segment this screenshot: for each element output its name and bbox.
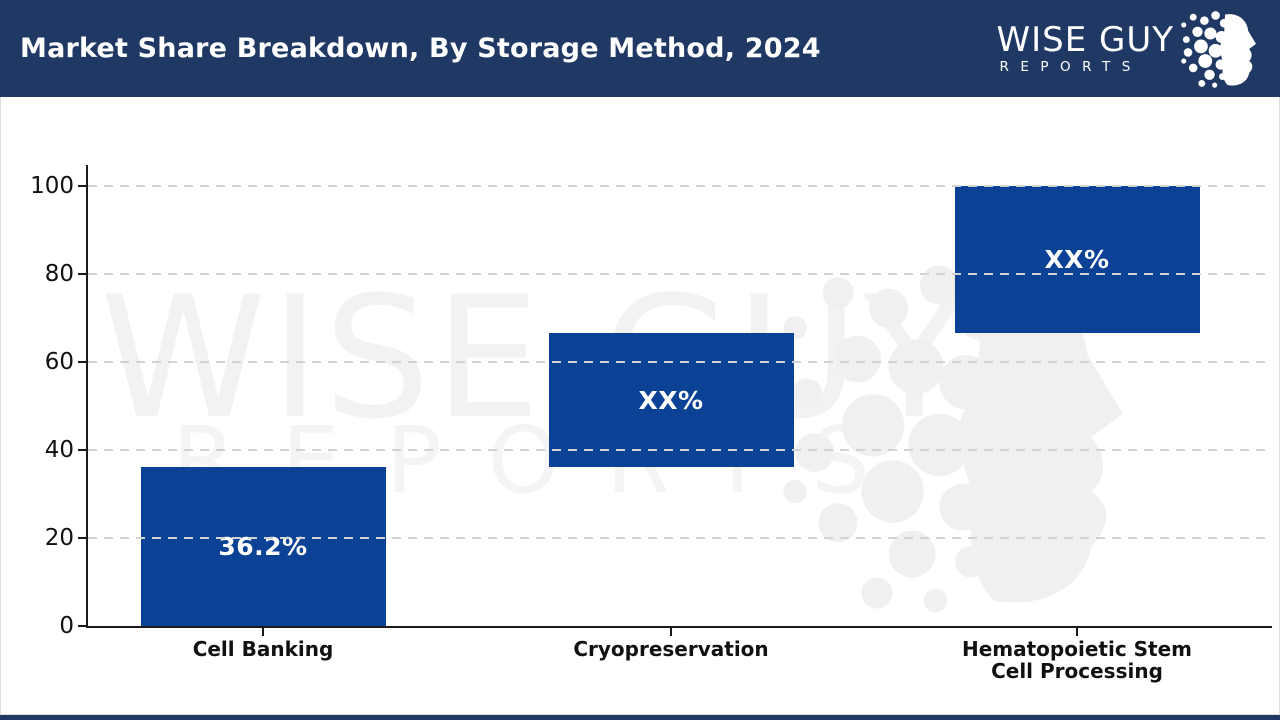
bar-3: XX% (954, 186, 1200, 334)
x-tick-mark-2 (670, 628, 672, 636)
gridline-y-60 (88, 361, 1272, 363)
gridline-y-100 (88, 185, 1272, 187)
x-category-label-2: Cryopreservation (573, 637, 769, 661)
y-tick-mark-20 (78, 537, 87, 539)
header: Market Share Breakdown, By Storage Metho… (0, 0, 1280, 97)
x-tick-mark-3 (1076, 628, 1078, 636)
bar-value-label-3: XX% (1044, 245, 1110, 275)
y-tick-mark-80 (78, 273, 87, 275)
y-tick-label-80: 80 (44, 261, 74, 287)
logo-wordmark: WISE GUY (996, 20, 1174, 60)
bar-1: 36.2% (140, 466, 386, 626)
x-category-label-3: Hematopoietic Stem Cell Processing (961, 637, 1193, 683)
logo-text: WISE GUY REPORTS (996, 22, 1174, 75)
gridline-y-80 (88, 273, 1272, 275)
bar-2: XX% (548, 333, 794, 467)
y-tick-mark-0 (78, 625, 87, 627)
bar-value-label-1: 36.2% (218, 531, 308, 561)
y-tick-mark-60 (78, 361, 87, 363)
y-axis-line (86, 165, 88, 626)
logo-subtext: REPORTS (999, 59, 1142, 75)
y-tick-mark-100 (78, 185, 87, 187)
x-category-label-1: Cell Banking (192, 637, 334, 661)
y-tick-label-100: 100 (30, 173, 74, 199)
watermark-wordmark: WISE GUY (100, 260, 970, 456)
gridline-y-20 (88, 537, 1272, 539)
chart-area: WISE GUY REPORTS 36.2% XX% XX% 0 20 40 60 80 10… (0, 97, 1280, 715)
y-tick-mark-40 (78, 449, 87, 451)
footer-bar (0, 715, 1280, 720)
brand-logo: WISE GUY REPORTS (996, 7, 1262, 91)
y-tick-label-60: 60 (44, 349, 74, 375)
page-title: Market Share Breakdown, By Storage Metho… (20, 33, 821, 64)
x-tick-mark-1 (262, 628, 264, 636)
bar-value-label-2: XX% (638, 385, 704, 415)
dotted-head-logo-icon (1181, 10, 1256, 88)
x-axis-line (86, 626, 1272, 628)
watermark-dotted-head-icon (783, 265, 1123, 613)
y-tick-label-0: 0 (59, 613, 74, 639)
y-tick-label-20: 20 (44, 525, 74, 551)
y-tick-label-40: 40 (44, 437, 74, 463)
gridline-y-40 (88, 449, 1272, 451)
